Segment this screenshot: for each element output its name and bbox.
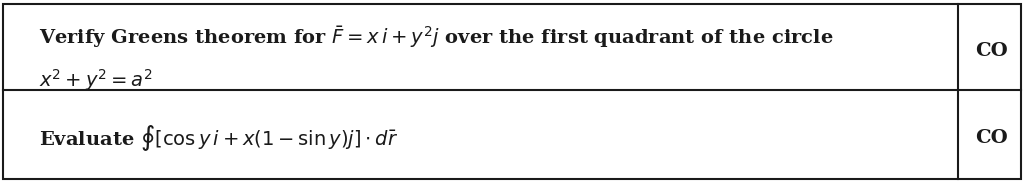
Text: Verify Greens theorem for $\bar{F} = x\,i + y^2j$ over the first quadrant of the: Verify Greens theorem for $\bar{F} = x\,…	[39, 24, 834, 50]
Text: CO: CO	[975, 42, 1008, 60]
Text: $x^2 + y^2 = a^2$: $x^2 + y^2 = a^2$	[39, 67, 153, 93]
Text: CO: CO	[975, 129, 1008, 147]
Text: Evaluate $\oint[\cos y\,i + x(1 - \sin y)j] \cdot d\bar{r}$: Evaluate $\oint[\cos y\,i + x(1 - \sin y…	[39, 123, 398, 153]
